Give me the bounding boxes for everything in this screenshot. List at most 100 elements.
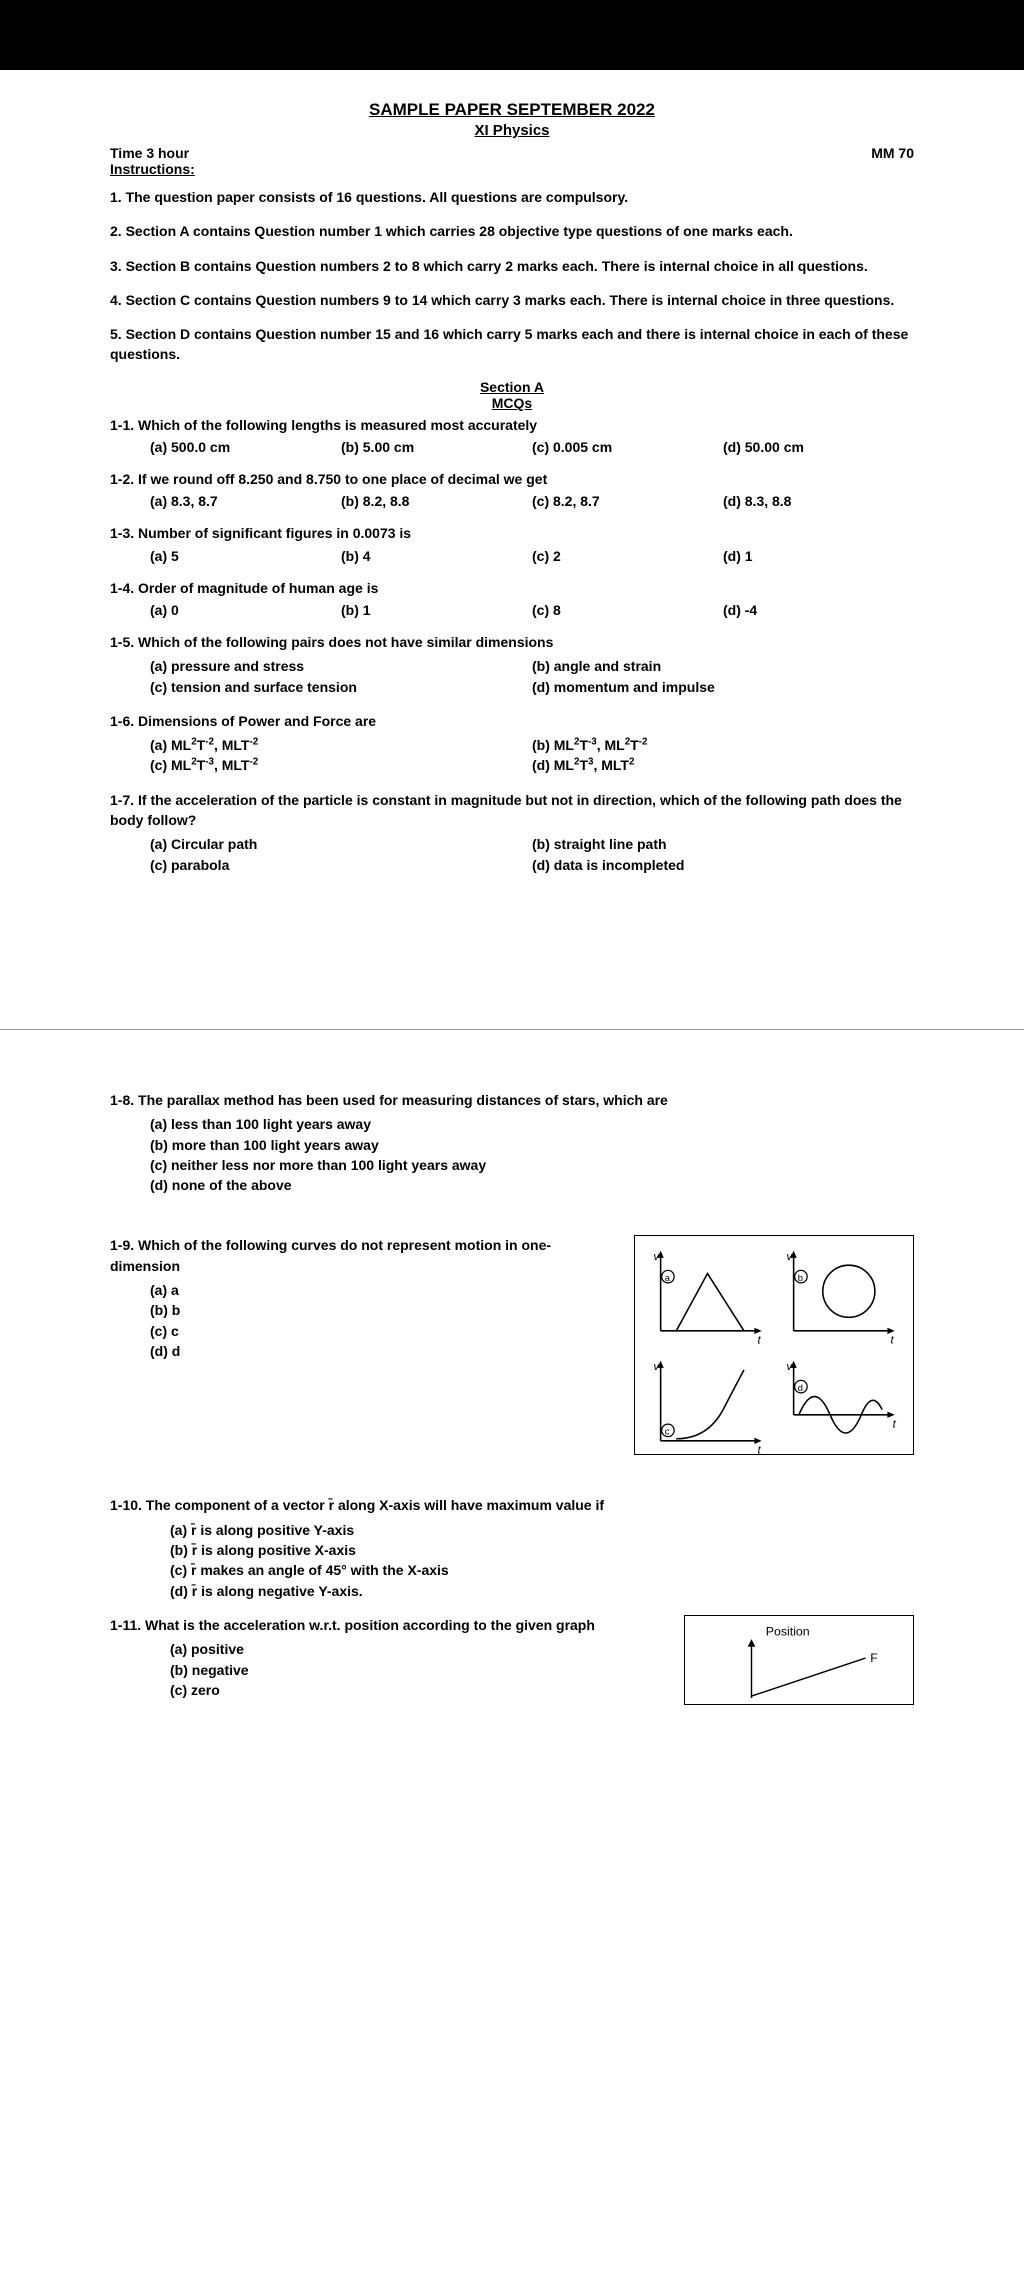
- q1-7-options-row1: (a) Circular path (b) straight line path: [110, 834, 914, 854]
- section-a-heading: Section A: [110, 379, 914, 395]
- q1-6-block: 1-6. Dimensions of Power and Force are (…: [110, 711, 914, 776]
- q1-11-graph: Position F: [684, 1615, 914, 1705]
- time-label: Time 3 hour: [110, 145, 189, 161]
- marks-label: MM 70: [871, 145, 914, 161]
- q1-9-opt-b: (b) b: [150, 1300, 614, 1320]
- q1-4-opt-a: (a) 0: [150, 602, 341, 618]
- q1-5-opt-a: (a) pressure and stress: [150, 656, 532, 676]
- q1-8-text: 1-8. The parallax method has been used f…: [110, 1090, 914, 1110]
- q1-3-options: (a) 5 (b) 4 (c) 2 (d) 1: [110, 548, 914, 564]
- svg-text:t: t: [893, 1419, 897, 1431]
- top-black-bar: [0, 0, 1024, 70]
- graph-b: v t b: [778, 1246, 903, 1348]
- mcqs-heading: MCQs: [110, 395, 914, 411]
- q1-11-block: 1-11. What is the acceleration w.r.t. po…: [110, 1615, 914, 1705]
- page-divider: [0, 1029, 1024, 1030]
- graph-letter-c: c: [665, 1427, 670, 1437]
- q1-3-opt-b: (b) 4: [341, 548, 532, 564]
- graph-letter-b: b: [798, 1273, 803, 1283]
- q1-3-opt-d: (d) 1: [723, 548, 914, 564]
- graph-letter-a: a: [665, 1273, 671, 1283]
- q1-6-opt-d: (d) ML2T3, MLT2: [532, 755, 914, 775]
- q1-1-opt-b: (b) 5.00 cm: [341, 439, 532, 455]
- q1-10-block: 1-10. The component of a vector r̄ along…: [110, 1495, 914, 1600]
- q1-4-options: (a) 0 (b) 1 (c) 8 (d) -4: [110, 602, 914, 618]
- meta-row: Time 3 hour MM 70: [110, 145, 914, 161]
- q1-1-text: 1-1. Which of the following lengths is m…: [110, 415, 914, 435]
- paper-title: SAMPLE PAPER SEPTEMBER 2022: [110, 100, 914, 120]
- q1-4-opt-d: (d) -4: [723, 602, 914, 618]
- q1-5-options-row1: (a) pressure and stress (b) angle and st…: [110, 656, 914, 676]
- instruction-1: 1. The question paper consists of 16 que…: [110, 187, 914, 207]
- q1-6-opt-a: (a) ML2T-2, MLT-2: [150, 735, 532, 755]
- q1-7-opt-b: (b) straight line path: [532, 834, 914, 854]
- q1-10-opt-d: (d) r̄ is along negative Y-axis.: [170, 1581, 914, 1601]
- q1-1-opt-c: (c) 0.005 cm: [532, 439, 723, 455]
- q1-9-text: 1-9. Which of the following curves do no…: [110, 1235, 614, 1276]
- q1-1-opt-d: (d) 50.00 cm: [723, 439, 914, 455]
- q1-2-options: (a) 8.3, 8.7 (b) 8.2, 8.8 (c) 8.2, 8.7 (…: [110, 493, 914, 509]
- q1-9-options: (a) a (b) b (c) c (d) d: [110, 1280, 614, 1361]
- q1-8-block: 1-8. The parallax method has been used f…: [110, 1090, 914, 1195]
- q1-3-opt-a: (a) 5: [150, 548, 341, 564]
- q1-5-opt-b: (b) angle and strain: [532, 656, 914, 676]
- q1-7-options-row2: (c) parabola (d) data is incompleted: [110, 855, 914, 875]
- q1-6-options-row1: (a) ML2T-2, MLT-2 (b) ML2T-3, ML2T-2: [110, 735, 914, 755]
- instruction-5: 5. Section D contains Question number 15…: [110, 324, 914, 365]
- q1-2-text: 1-2. If we round off 8.250 and 8.750 to …: [110, 469, 914, 489]
- paper-subtitle: XI Physics: [110, 122, 914, 139]
- q1-5-options-row2: (c) tension and surface tension (d) mome…: [110, 677, 914, 697]
- q1-3-text: 1-3. Number of significant figures in 0.…: [110, 523, 914, 543]
- q1-6-text: 1-6. Dimensions of Power and Force are: [110, 711, 914, 731]
- q1-10-opt-a: (a) r̄ is along positive Y-axis: [170, 1520, 914, 1540]
- q1-4-text: 1-4. Order of magnitude of human age is: [110, 578, 914, 598]
- q1-2-opt-d: (d) 8.3, 8.8: [723, 493, 914, 509]
- q1-7-opt-a: (a) Circular path: [150, 834, 532, 854]
- q1-9-opt-a: (a) a: [150, 1280, 614, 1300]
- q1-4-opt-c: (c) 8: [532, 602, 723, 618]
- q1-2-opt-c: (c) 8.2, 8.7: [532, 493, 723, 509]
- graph-letter-d: d: [798, 1383, 803, 1393]
- f-label: F: [870, 1651, 878, 1665]
- q1-8-opt-a: (a) less than 100 light years away: [150, 1114, 914, 1134]
- instruction-4: 4. Section C contains Question numbers 9…: [110, 290, 914, 310]
- graph-c: v t c: [645, 1356, 770, 1458]
- q1-8-options: (a) less than 100 light years away (b) m…: [110, 1114, 914, 1195]
- q1-8-opt-b: (b) more than 100 light years away: [150, 1135, 914, 1155]
- svg-text:t: t: [891, 1335, 895, 1347]
- q1-9-block: 1-9. Which of the following curves do no…: [110, 1235, 914, 1455]
- q1-1-options: (a) 500.0 cm (b) 5.00 cm (c) 0.005 cm (d…: [110, 439, 914, 455]
- instructions-heading: Instructions:: [110, 161, 914, 177]
- svg-text:t: t: [758, 1445, 762, 1457]
- q1-10-text: 1-10. The component of a vector r̄ along…: [110, 1495, 914, 1515]
- q1-9-opt-d: (d) d: [150, 1341, 614, 1361]
- q1-10-opt-b: (b) r̄ is along positive X-axis: [170, 1540, 914, 1560]
- q1-6-opt-c: (c) ML2T-3, MLT-2: [150, 755, 532, 775]
- q1-6-opt-b: (b) ML2T-3, ML2T-2: [532, 735, 914, 755]
- q1-5-opt-c: (c) tension and surface tension: [150, 677, 532, 697]
- q1-8-opt-c: (c) neither less nor more than 100 light…: [150, 1155, 914, 1175]
- q1-8-opt-d: (d) none of the above: [150, 1175, 914, 1195]
- q1-10-opt-c: (c) r̄ makes an angle of 45° with the X-…: [170, 1560, 914, 1580]
- q1-6-options-row2: (c) ML2T-3, MLT-2 (d) ML2T3, MLT2: [110, 755, 914, 775]
- q1-7-opt-d: (d) data is incompleted: [532, 855, 914, 875]
- page-1: SAMPLE PAPER SEPTEMBER 2022 XI Physics T…: [0, 70, 1024, 909]
- q1-2-opt-a: (a) 8.3, 8.7: [150, 493, 341, 509]
- graph-a: v t a: [645, 1246, 770, 1348]
- q1-4-opt-b: (b) 1: [341, 602, 532, 618]
- graph-d: v t d: [778, 1356, 903, 1458]
- q1-2-opt-b: (b) 8.2, 8.8: [341, 493, 532, 509]
- q1-5-block: 1-5. Which of the following pairs does n…: [110, 632, 914, 697]
- q1-11-opt-c: (c) zero: [170, 1680, 664, 1700]
- instruction-3: 3. Section B contains Question numbers 2…: [110, 256, 914, 276]
- q1-7-opt-c: (c) parabola: [150, 855, 532, 875]
- q1-11-text: 1-11. What is the acceleration w.r.t. po…: [110, 1615, 664, 1635]
- q1-9-opt-c: (c) c: [150, 1321, 614, 1341]
- instruction-2: 2. Section A contains Question number 1 …: [110, 221, 914, 241]
- q1-5-text: 1-5. Which of the following pairs does n…: [110, 632, 914, 652]
- position-axis-label: Position: [766, 1624, 810, 1638]
- q1-7-block: 1-7. If the acceleration of the particle…: [110, 790, 914, 875]
- q1-1-opt-a: (a) 500.0 cm: [150, 439, 341, 455]
- q1-11-opt-a: (a) positive: [170, 1639, 664, 1659]
- q1-5-opt-d: (d) momentum and impulse: [532, 677, 914, 697]
